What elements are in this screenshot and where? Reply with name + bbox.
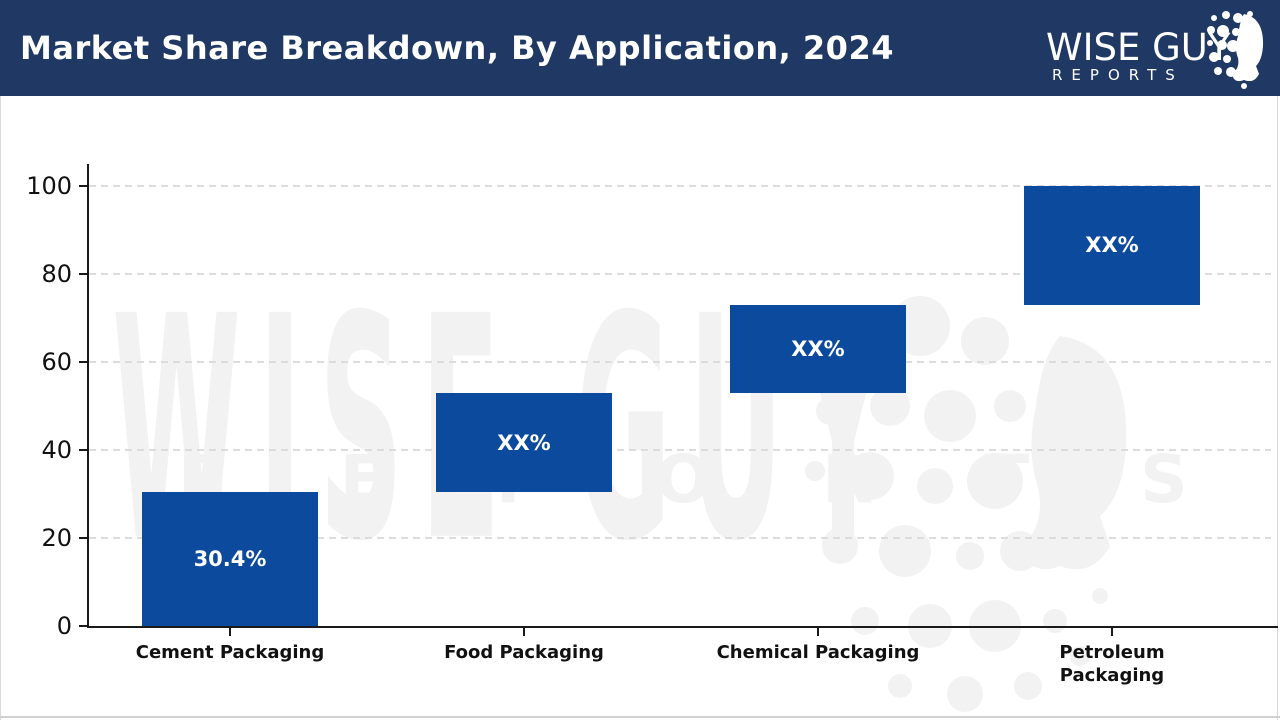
header-bar: Market Share Breakdown, By Application, … (0, 0, 1280, 96)
x-axis-category-label: Food Packaging (444, 642, 604, 663)
gridline (89, 537, 1271, 539)
y-axis-tick-label: 80 (41, 260, 72, 288)
y-axis-tick (79, 361, 88, 363)
gridline (89, 273, 1271, 275)
bar-cement-packaging: 30.4% (142, 492, 318, 626)
gridline (89, 185, 1271, 187)
x-axis-tick (523, 628, 525, 636)
chart-plot-area: WISE GUY R E P O R T S 0 20 40 60 80 100 30.4%… (0, 96, 1280, 720)
bar-value-label: XX% (497, 430, 551, 455)
y-axis-tick-label: 0 (56, 612, 72, 640)
brand-logo-subtitle: REPORTS (1052, 66, 1184, 84)
y-axis-tick-label: 100 (26, 172, 72, 200)
x-axis-category-label: Cement Packaging (135, 642, 325, 663)
plot-right-border (1277, 96, 1278, 720)
x-axis-tick (817, 628, 819, 636)
bar-chemical-packaging: XX% (730, 304, 906, 393)
y-axis-tick (79, 273, 88, 275)
gridline (89, 449, 1271, 451)
brand-logo-wordmark: WISE GUY (1046, 26, 1231, 69)
x-axis-tick (1111, 628, 1113, 636)
brand-logo: WISE GUY REPORTS (1016, 8, 1266, 90)
logo-face-icon (1207, 11, 1264, 89)
plot-bottom-border (0, 716, 1280, 718)
y-axis-tick-label: 60 (41, 348, 72, 376)
y-axis-tick (79, 625, 88, 627)
x-axis-category-label: Chemical Packaging (716, 642, 920, 663)
bar-value-label: XX% (791, 336, 845, 361)
x-axis-category-label: Petroleum Packaging (1059, 642, 1165, 686)
y-axis-tick (79, 449, 88, 451)
bar-food-packaging: XX% (436, 392, 612, 493)
y-axis-tick (79, 537, 88, 539)
x-axis-line (87, 626, 1278, 628)
y-axis-tick-label: 40 (41, 436, 72, 464)
plot-left-border (0, 96, 1, 720)
y-axis-tick-label: 20 (41, 524, 72, 552)
x-axis-tick (229, 628, 231, 636)
y-axis-line (87, 164, 89, 627)
bar-petroleum-packaging: XX% (1024, 186, 1200, 305)
page-title: Market Share Breakdown, By Application, … (20, 29, 894, 67)
gridline (89, 361, 1271, 363)
bar-value-label: XX% (1085, 233, 1139, 258)
y-axis-tick (79, 185, 88, 187)
bar-value-label: 30.4% (193, 547, 267, 572)
